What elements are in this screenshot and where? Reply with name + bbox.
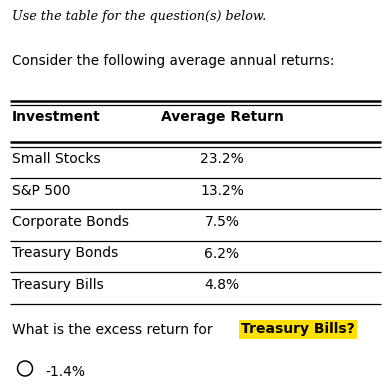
Text: Treasury Bonds: Treasury Bonds <box>12 246 118 261</box>
Text: Investment: Investment <box>12 110 101 124</box>
Text: Consider the following average annual returns:: Consider the following average annual re… <box>12 54 334 68</box>
Text: Small Stocks: Small Stocks <box>12 152 100 166</box>
Text: 13.2%: 13.2% <box>200 184 244 198</box>
Text: 6.2%: 6.2% <box>204 246 240 261</box>
Text: S&P 500: S&P 500 <box>12 184 70 198</box>
Text: 23.2%: 23.2% <box>200 152 244 166</box>
Text: Corporate Bonds: Corporate Bonds <box>12 215 129 229</box>
Text: Use the table for the question(s) below.: Use the table for the question(s) below. <box>12 10 266 23</box>
Text: Treasury Bills: Treasury Bills <box>12 278 104 292</box>
Text: Average Return: Average Return <box>161 110 283 124</box>
Text: -1.4%: -1.4% <box>45 365 86 378</box>
Text: What is the excess return for: What is the excess return for <box>12 323 217 336</box>
Text: 7.5%: 7.5% <box>204 215 240 229</box>
Text: 4.8%: 4.8% <box>204 278 240 292</box>
Text: Treasury Bills?: Treasury Bills? <box>241 323 355 336</box>
